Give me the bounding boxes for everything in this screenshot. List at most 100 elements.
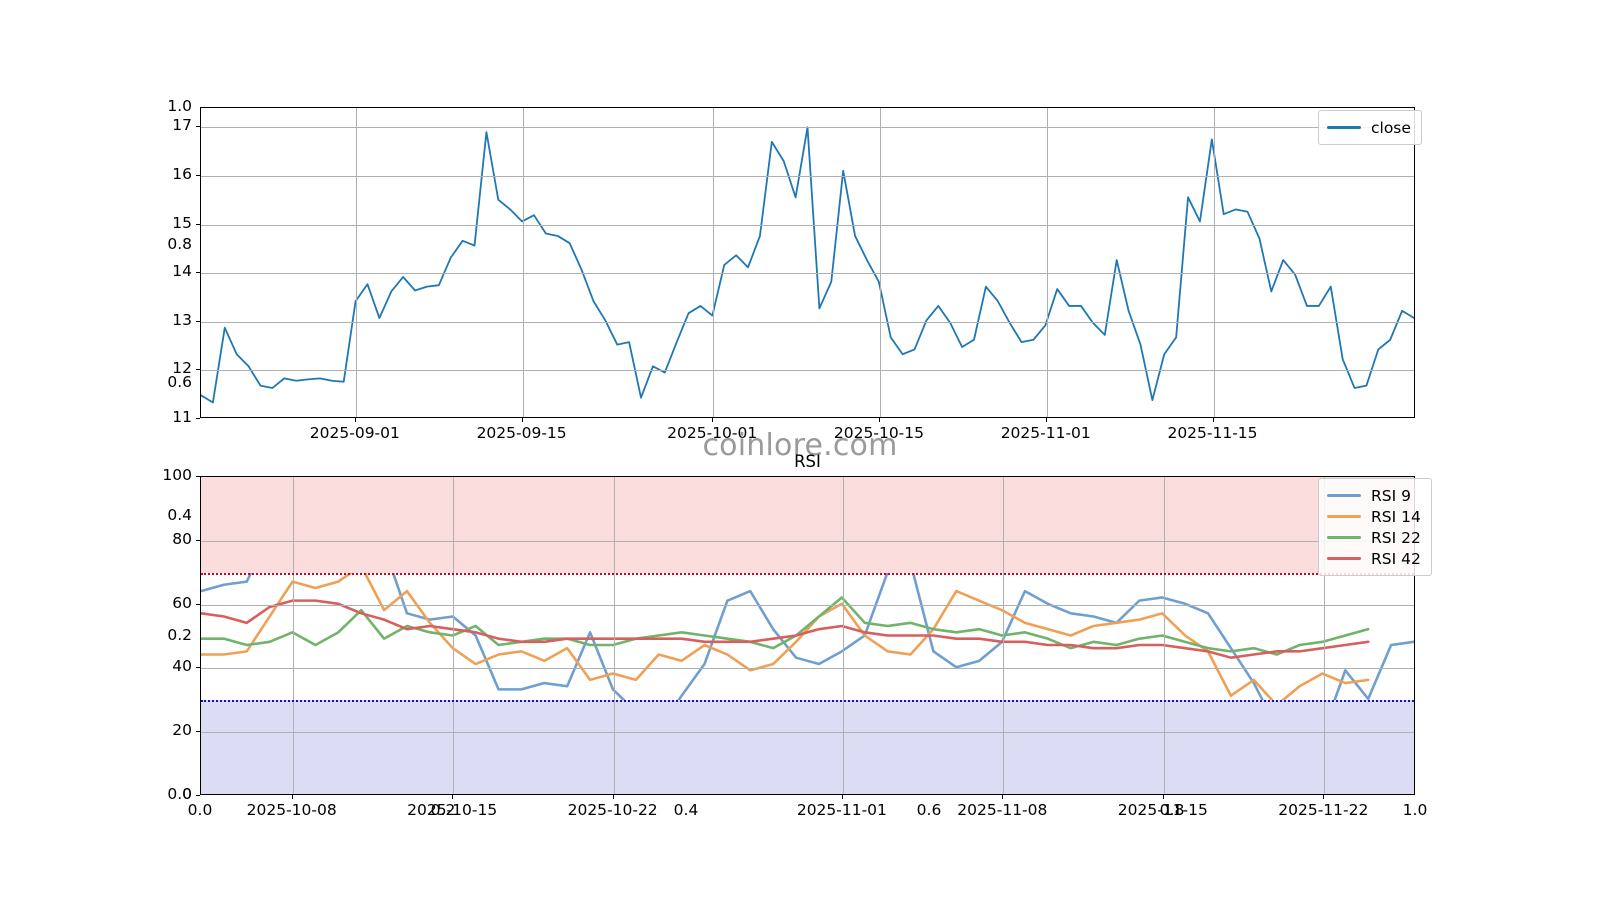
legend-swatch-icon xyxy=(1327,557,1361,560)
price-y-tick-label: 12 xyxy=(172,359,192,378)
rsi-chart-plot-area xyxy=(200,476,1415,795)
legend-swatch-icon xyxy=(1327,494,1361,497)
price-gridline-vertical xyxy=(1213,108,1215,417)
legend-swatch-icon xyxy=(1327,536,1361,539)
rsi-line-rsi-22 xyxy=(201,596,1370,656)
price-gridline-horizontal xyxy=(201,370,1414,372)
price-y-tick-label: 14 xyxy=(172,262,192,281)
rsi-line-rsi-42 xyxy=(201,599,1370,659)
rsi-y-tickmark xyxy=(196,539,200,541)
price-y-tick-label: 16 xyxy=(172,165,192,184)
price-y-tick-label: 17 xyxy=(172,116,192,135)
rsi-y-tick-label: 20 xyxy=(172,721,192,740)
price-x-tickmark xyxy=(1045,418,1047,422)
price-x-tick-label: 2025-10-01 xyxy=(667,424,758,442)
legend-item-rsi-14[interactable]: RSI 14 xyxy=(1327,506,1421,527)
price-y-tickmark xyxy=(196,418,200,419)
rsi-x-tickmark xyxy=(1002,795,1004,799)
price-gridline-horizontal xyxy=(201,127,1414,129)
rsi-chart-title: RSI xyxy=(794,452,821,471)
rsi-x-tickmark xyxy=(291,795,293,799)
price-x-tickmark xyxy=(879,418,880,422)
rsi-x-tickmark xyxy=(841,795,843,799)
rsi-y-tick-label: 40 xyxy=(172,657,192,676)
price-y-tick-label: 13 xyxy=(172,310,192,329)
oversold-level-line xyxy=(201,700,1414,703)
legend-item-label: RSI 14 xyxy=(1371,507,1421,526)
rsi-x-tick-label: 2025-10-22 xyxy=(567,801,658,819)
legend-item-close[interactable]: close xyxy=(1327,117,1411,138)
price-y-tickmark xyxy=(196,369,200,371)
rsi-gridline-horizontal xyxy=(201,732,1414,734)
price-gridline-vertical xyxy=(713,108,715,417)
rsi-overlay-x-tick-label: 0.6 xyxy=(916,801,942,819)
price-y-tickmark xyxy=(196,320,200,322)
price-gridline-horizontal xyxy=(201,321,1414,323)
legend-item-rsi-9[interactable]: RSI 9 xyxy=(1327,485,1421,506)
rsi-y-tick-label: 0 xyxy=(182,785,192,803)
price-overlay-y-tick-label: 0.8 xyxy=(167,235,192,253)
price-gridline-vertical xyxy=(522,108,524,417)
rsi-x-tickmark xyxy=(1323,795,1325,799)
price-x-tick-label: 2025-11-01 xyxy=(1000,424,1091,442)
rsi-y-tickmark xyxy=(196,731,200,733)
price-gridline-vertical xyxy=(355,108,357,417)
legend-item-label: RSI 42 xyxy=(1371,549,1421,568)
price-gridline-vertical xyxy=(1046,108,1048,417)
rsi-series-canvas xyxy=(201,526,1414,736)
overbought-band xyxy=(201,477,1414,573)
rsi-y-tickmark xyxy=(196,603,200,605)
price-y-tick-label: 15 xyxy=(172,213,192,232)
price-x-tick-label: 2025-09-15 xyxy=(476,424,567,442)
price-gridline-vertical xyxy=(880,108,881,417)
price-x-tick-label: 2025-09-01 xyxy=(309,424,400,442)
rsi-gridline-horizontal xyxy=(201,668,1414,670)
rsi-legend[interactable]: RSI 9 RSI 14 RSI 22 RSI 42 xyxy=(1318,478,1432,576)
rsi-gridline-vertical xyxy=(292,477,294,794)
rsi-overlay-x-tick-label: 0.4 xyxy=(673,801,699,819)
price-x-tickmark xyxy=(354,418,356,422)
oversold-band xyxy=(201,700,1414,794)
rsi-x-tick-label: 2025-11-08 xyxy=(957,801,1048,819)
rsi-overlay-x-tick-label: 0.2 xyxy=(430,801,456,819)
rsi-x-tick-label: 2025-10-08 xyxy=(246,801,337,819)
legend-item-rsi-42[interactable]: RSI 42 xyxy=(1327,548,1421,569)
price-chart-plot-area xyxy=(200,107,1415,418)
rsi-y-tickmark xyxy=(196,667,200,669)
legend-item-label: close xyxy=(1371,118,1411,137)
rsi-overlay-x-tick-label: 0.0 xyxy=(187,801,213,819)
price-x-tickmark xyxy=(521,418,523,422)
price-x-tick-label: 2025-11-15 xyxy=(1167,424,1258,442)
rsi-y-tickmark xyxy=(196,476,200,477)
rsi-gridline-vertical xyxy=(842,477,844,794)
price-y-tickmark xyxy=(196,272,200,274)
price-gridline-horizontal xyxy=(201,224,1414,226)
rsi-x-tickmark xyxy=(452,795,454,799)
price-gridline-horizontal xyxy=(201,176,1414,177)
price-overlay-y-tick-label: 0.6 xyxy=(167,373,192,391)
rsi-x-tick-label: 2025-10-15 xyxy=(407,801,498,819)
rsi-x-tickmark xyxy=(1162,795,1164,799)
rsi-overlay-x-tick-label: 0.8 xyxy=(1159,801,1185,819)
rsi-x-tick-label: 2025-11-01 xyxy=(796,801,887,819)
price-y-tick-label: 11 xyxy=(172,408,192,426)
price-legend[interactable]: close xyxy=(1318,110,1422,145)
legend-item-label: RSI 22 xyxy=(1371,528,1421,547)
price-overlay-y-tick-label: 1.0 xyxy=(167,97,192,115)
price-gridline-horizontal xyxy=(201,273,1414,275)
price-x-tickmark xyxy=(1212,418,1214,422)
rsi-x-tick-label: 2025-11-15 xyxy=(1117,801,1208,819)
rsi-y-tick-label: 60 xyxy=(172,593,192,612)
legend-item-rsi-22[interactable]: RSI 22 xyxy=(1327,527,1421,548)
rsi-x-tickmark xyxy=(612,795,614,799)
rsi-gridline-vertical xyxy=(1163,477,1165,794)
rsi-overlay-x-tick-label: 1.0 xyxy=(1402,801,1428,819)
price-x-tick-label: 2025-10-15 xyxy=(833,424,925,442)
legend-swatch-icon xyxy=(1327,126,1361,129)
rsi-overlay-y-tick-label: 0.4 xyxy=(167,506,192,524)
rsi-y-tick-label: 80 xyxy=(172,529,192,548)
price-y-tickmark xyxy=(196,175,200,176)
rsi-gridline-vertical xyxy=(613,477,615,794)
rsi-line-rsi-9 xyxy=(201,526,1414,736)
